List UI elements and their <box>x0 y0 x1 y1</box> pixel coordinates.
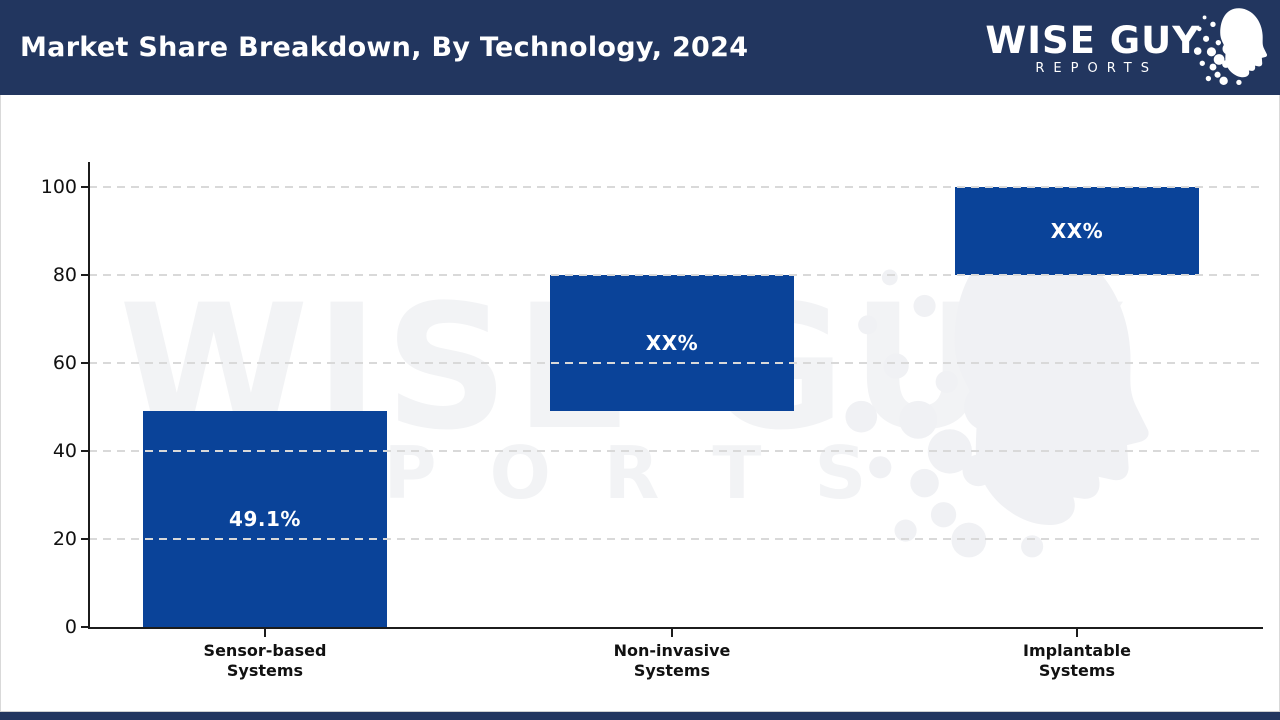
y-tick-mark <box>81 186 89 188</box>
y-tick-label: 80 <box>52 264 77 286</box>
y-tick-mark <box>81 538 89 540</box>
bar: XX% <box>955 187 1199 275</box>
y-tick-label: 100 <box>40 176 77 198</box>
x-category-label: Non-invasive Systems <box>542 641 802 681</box>
x-category-label: Implantable Systems <box>947 641 1207 681</box>
bar-value-label: 49.1% <box>229 506 301 531</box>
y-tick-label: 40 <box>52 440 77 462</box>
y-tick-mark <box>81 274 89 276</box>
y-tick-label: 20 <box>52 528 77 550</box>
y-tick-mark <box>81 450 89 452</box>
x-tick-mark <box>671 629 673 637</box>
brand-subname: REPORTS <box>1035 60 1158 76</box>
x-category-label-line: Implantable <box>1023 641 1131 660</box>
x-category-label-line: Non-invasive <box>613 641 731 660</box>
x-axis <box>88 627 1263 629</box>
x-category-label: Sensor-based Systems <box>135 641 395 681</box>
bar-value-label: XX% <box>1050 219 1104 243</box>
x-tick-mark <box>1076 629 1078 637</box>
brand-logo: WISE GUY REPORTS <box>985 6 1268 90</box>
header-bar: Market Share Breakdown, By Technology, 2… <box>0 0 1280 95</box>
chart-area: WISE GUY R E P O R T S 0 20 40 60 80 100 49.1%… <box>0 95 1280 712</box>
gridline <box>89 450 1263 452</box>
gridline <box>89 538 1263 540</box>
brand-name: WISE GUY <box>985 18 1200 62</box>
x-category-label-line: Systems <box>226 661 304 680</box>
footer-bar <box>0 711 1280 720</box>
y-tick-label: 0 <box>64 616 77 638</box>
x-tick-mark <box>264 629 266 637</box>
y-tick-label: 60 <box>52 352 77 374</box>
bar: 49.1% <box>143 410 387 627</box>
bar: XX% <box>550 275 794 411</box>
x-category-label-line: Sensor-based <box>203 641 327 660</box>
wiseguy-head-icon <box>845 239 1149 558</box>
y-tick-mark <box>81 362 89 364</box>
x-category-label-line: Systems <box>633 661 711 680</box>
y-axis <box>88 162 90 629</box>
gridline <box>89 274 1263 276</box>
bar-value-label: XX% <box>645 330 699 355</box>
gridline <box>89 362 1263 364</box>
page-title: Market Share Breakdown, By Technology, 2… <box>20 32 749 63</box>
x-category-label-line: Systems <box>1038 661 1116 680</box>
gridline <box>89 186 1263 188</box>
brand-logo-text: WISE GUY REPORTS <box>985 22 1200 75</box>
y-tick-mark <box>81 626 89 628</box>
wiseguy-head-icon <box>1193 8 1268 86</box>
